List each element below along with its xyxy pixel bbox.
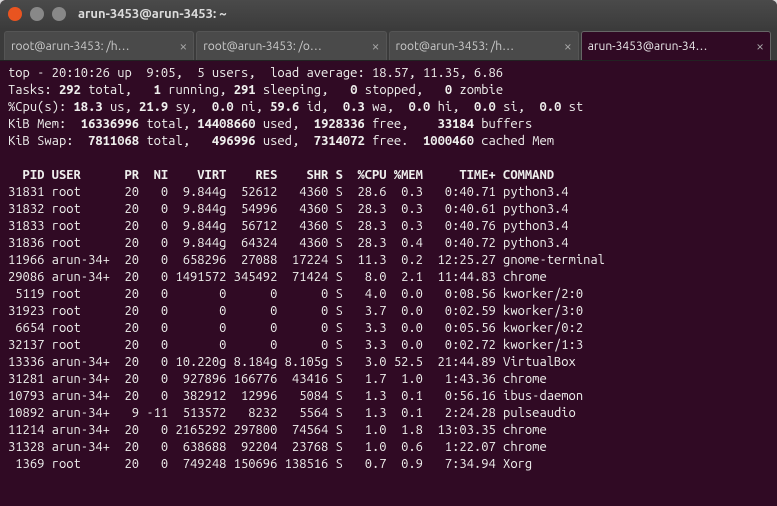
top-summary-line1: top - 20:10:26 up 9:05, 5 users, load av…: [8, 66, 503, 80]
terminal-output[interactable]: top - 20:10:26 up 9:05, 5 users, load av…: [0, 61, 777, 506]
minimize-icon[interactable]: [30, 7, 44, 21]
cpu-label: %Cpu(s):: [8, 100, 66, 114]
process-row: 11966 arun-34+ 20 0 658296 27088 17224 S…: [8, 253, 605, 267]
close-icon[interactable]: ×: [372, 38, 380, 54]
process-row: 10892 arun-34+ 9 -11 513572 8232 5564 S …: [8, 406, 576, 420]
process-row: 31836 root 20 0 9.844g 64324 4360 S 28.3…: [8, 236, 569, 250]
close-icon[interactable]: [8, 7, 22, 21]
process-row: 13336 arun-34+ 20 0 10.220g 8.184g 8.105…: [8, 355, 576, 369]
tab-label: root@arun-3453: /o…: [203, 40, 367, 53]
tab-label: root@arun-3453: /h…: [396, 40, 560, 53]
process-row: 11214 arun-34+ 20 0 2165292 297800 74564…: [8, 423, 547, 437]
window-title: arun-3453@arun-3453: ~: [78, 7, 227, 21]
process-row: 31831 root 20 0 9.844g 52612 4360 S 28.6…: [8, 185, 569, 199]
process-row: 31833 root 20 0 9.844g 56712 4360 S 28.3…: [8, 219, 569, 233]
close-icon[interactable]: ×: [179, 38, 187, 54]
process-row: 31328 arun-34+ 20 0 638688 92204 23768 S…: [8, 440, 547, 454]
maximize-icon[interactable]: [52, 7, 66, 21]
terminal-window: arun-3453@arun-3453: ~ root@arun-3453: /…: [0, 0, 777, 506]
process-row: 6654 root 20 0 0 0 0 S 3.3 0.0 0:05.56 k…: [8, 321, 583, 335]
tab-3[interactable]: arun-3453@arun-34… ×: [581, 31, 771, 60]
tasks-sleeping: 291: [226, 83, 262, 97]
process-header: PID USER PR NI VIRT RES SHR S %CPU %MEM …: [8, 168, 590, 182]
process-row: 31281 arun-34+ 20 0 927896 166776 43416 …: [8, 372, 547, 386]
process-row: 10793 arun-34+ 20 0 382912 12996 5084 S …: [8, 389, 583, 403]
swap-label: KiB Swap:: [8, 134, 74, 148]
titlebar[interactable]: arun-3453@arun-3453: ~: [0, 0, 777, 28]
tab-1[interactable]: root@arun-3453: /o… ×: [196, 31, 386, 60]
tab-bar: root@arun-3453: /h… × root@arun-3453: /o…: [0, 28, 777, 61]
process-row: 31923 root 20 0 0 0 0 S 3.7 0.0 0:02.59 …: [8, 304, 583, 318]
process-row: 32137 root 20 0 0 0 0 S 3.3 0.0 0:02.72 …: [8, 338, 583, 352]
process-row: 5119 root 20 0 0 0 0 S 4.0 0.0 0:08.56 k…: [8, 287, 583, 301]
tab-0[interactable]: root@arun-3453: /h… ×: [4, 31, 194, 60]
tab-label: arun-3453@arun-34…: [588, 40, 752, 53]
process-row: 29086 arun-34+ 20 0 1491572 345492 71424…: [8, 270, 547, 284]
tasks-running: 1: [132, 83, 168, 97]
tab-label: root@arun-3453: /h…: [11, 40, 175, 53]
tasks-zombie: 0: [423, 83, 459, 97]
close-icon[interactable]: ×: [756, 38, 764, 54]
close-icon[interactable]: ×: [564, 38, 572, 54]
tasks-stopped: 0: [328, 83, 364, 97]
mem-label: KiB Mem:: [8, 117, 66, 131]
process-row: 31832 root 20 0 9.844g 54996 4360 S 28.3…: [8, 202, 569, 216]
process-row: 1369 root 20 0 749248 150696 138516 S 0.…: [8, 457, 532, 471]
tasks-label: Tasks:: [8, 83, 52, 97]
tasks-total: 292: [52, 83, 88, 97]
tab-2[interactable]: root@arun-3453: /h… ×: [389, 31, 579, 60]
